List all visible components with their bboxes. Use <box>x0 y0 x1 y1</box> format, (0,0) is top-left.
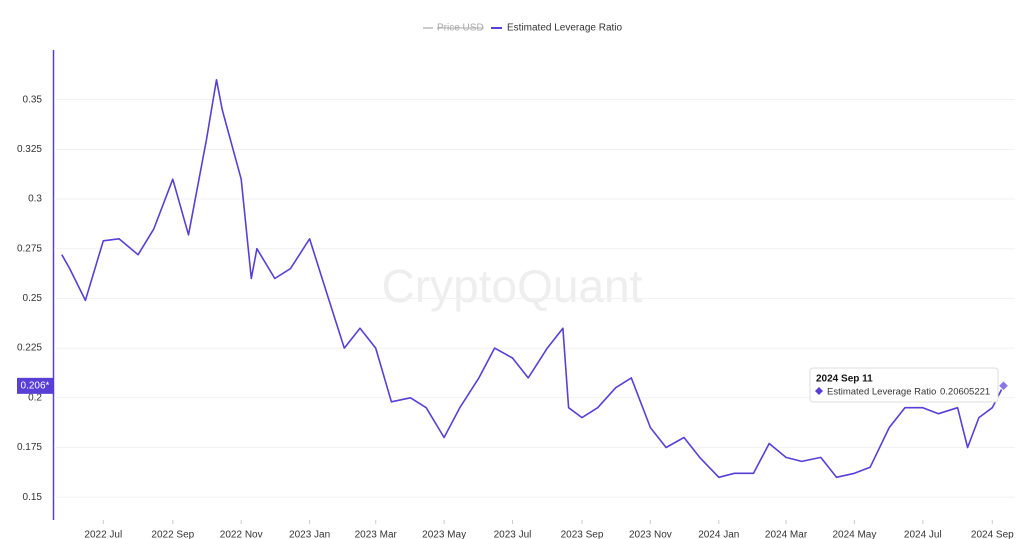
x-tick-label: 2023 Jan <box>289 530 330 539</box>
y-tick-label: 0.2 <box>28 392 42 403</box>
watermark: CryptoQuant <box>382 260 643 312</box>
x-tick-label: 2023 Mar <box>355 530 398 539</box>
x-tick-label: 2023 May <box>422 530 466 539</box>
x-tick-label: 2024 Sep <box>971 530 1014 539</box>
x-tick-label: 2023 Jul <box>494 530 532 539</box>
x-tick-label: 2022 Nov <box>220 530 263 539</box>
y-tick-label: 0.35 <box>23 94 43 105</box>
x-tick-label: 2022 Sep <box>151 530 194 539</box>
y-tick-label: 0.25 <box>23 293 43 304</box>
current-value-tag <box>17 377 54 394</box>
tooltip: 2024 Sep 11 Estimated Leverage Ratio 0.206… <box>809 367 999 403</box>
tooltip-box <box>809 367 999 403</box>
y-tick-label: 0.275 <box>17 243 42 254</box>
tooltip-series: Estimated Leverage Ratio <box>827 387 936 398</box>
x-tick-label: 2024 Jul <box>904 530 942 539</box>
tooltip-value: 0.20605221 <box>940 387 990 398</box>
y-tick-label: 0.225 <box>17 343 42 354</box>
y-tick-label: 0.175 <box>17 442 42 453</box>
x-tick-label: 2023 Nov <box>629 530 672 539</box>
end-marker <box>997 380 1010 392</box>
tooltip-swatch <box>815 387 823 395</box>
x-tick-label: 2024 May <box>832 530 876 539</box>
y-tick-label: 0.325 <box>17 144 42 155</box>
x-tick-label: 2022 Jul <box>84 530 122 539</box>
legend-label[interactable]: Price USD <box>437 23 484 34</box>
y-tick-label: 0.3 <box>28 194 42 205</box>
x-tick-label: 2023 Sep <box>561 530 604 539</box>
y-tick-label: 0.15 <box>23 492 43 503</box>
tooltip-date: 2024 Sep 11 <box>816 374 873 385</box>
data-line <box>61 79 1005 479</box>
x-tick-label: 2024 Mar <box>765 530 808 539</box>
x-tick-label: 2024 Jan <box>698 530 739 539</box>
legend-label[interactable]: Estimated Leverage Ratio <box>507 23 623 34</box>
current-value-label: 0.206* <box>21 380 50 391</box>
